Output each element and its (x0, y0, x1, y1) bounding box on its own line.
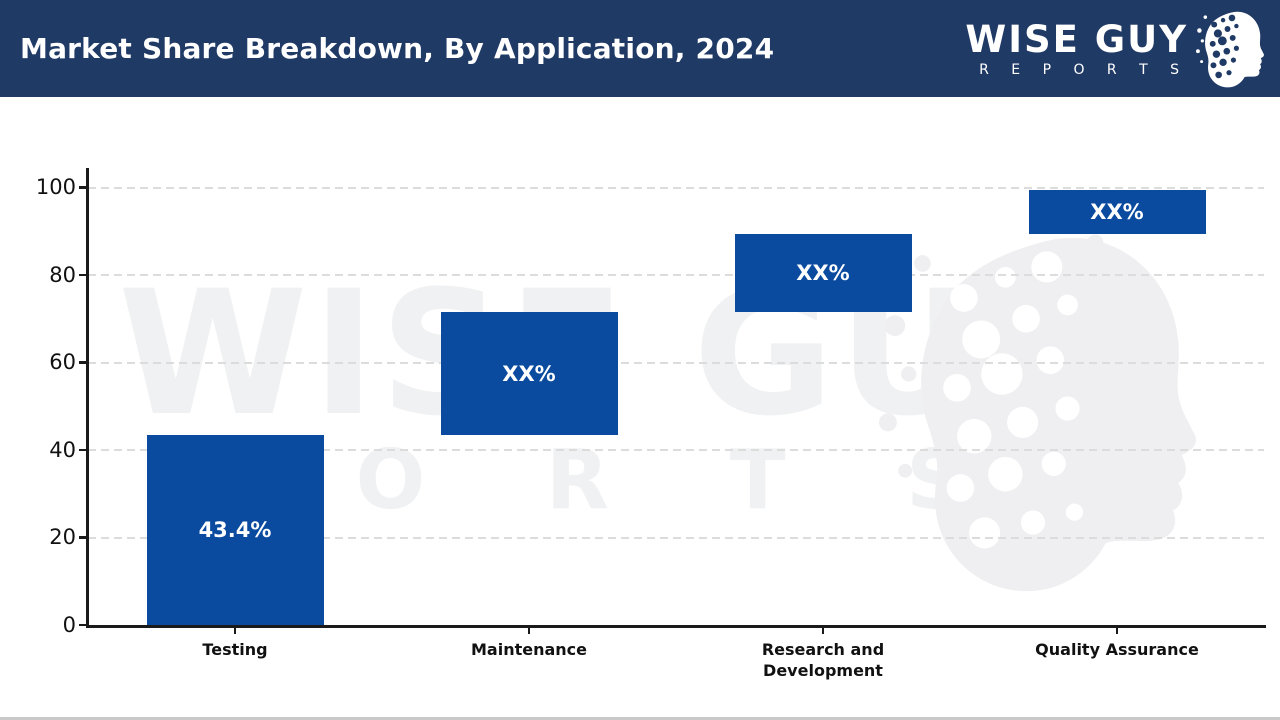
bar-value-label: XX% (1090, 199, 1144, 224)
x-tick-label: Quality Assurance (1035, 640, 1199, 659)
x-tick-mark (1115, 627, 1119, 634)
y-tick-label: 80 (49, 262, 76, 287)
bar-1: 43.4% (146, 435, 324, 625)
x-axis (86, 625, 1266, 628)
brand-logo: WISE GUY R E P O R T S (965, 6, 1266, 92)
y-tick-label: 100 (35, 175, 76, 200)
x-tick-mark (821, 627, 825, 634)
x-tick-label: Maintenance (470, 640, 587, 659)
x-tick-label: Testing (202, 640, 268, 659)
y-axis (86, 168, 89, 627)
y-tick-mark (79, 273, 86, 277)
gridline (88, 361, 1264, 364)
bar-value-label: XX% (502, 361, 556, 386)
bar-3: XX% (734, 233, 912, 313)
x-tick-mark (233, 627, 237, 634)
logo-wordmark: WISE GUY (965, 17, 1188, 61)
y-tick-label: 0 (62, 612, 76, 637)
logo-text: WISE GUY R E P O R T S (965, 21, 1188, 77)
gridline (88, 536, 1264, 539)
wiseguy-head-icon (1195, 11, 1264, 87)
x-tick-label: Research and Development (761, 640, 885, 680)
y-tick-mark (79, 623, 86, 627)
y-tick-mark (79, 536, 86, 539)
x-tick-mark (527, 627, 531, 634)
logo-subtitle: R E P O R T S (979, 61, 1188, 78)
bar-value-label: XX% (796, 260, 850, 285)
y-tick-label: 60 (49, 350, 76, 375)
y-tick-label: 20 (49, 525, 76, 550)
y-tick-mark (79, 186, 86, 189)
gridline (88, 186, 1264, 189)
bar-4: XX% (1028, 189, 1206, 234)
y-tick-label: 40 (49, 437, 76, 462)
gridline (88, 274, 1264, 277)
gridline (88, 449, 1264, 452)
y-tick-mark (79, 361, 86, 364)
bar-value-label: 43.4% (198, 518, 272, 543)
bar-2: XX% (440, 312, 618, 436)
header: Market Share Breakdown, By Application, … (0, 0, 1280, 97)
page-title: Market Share Breakdown, By Application, … (20, 32, 775, 65)
y-tick-mark (79, 448, 86, 452)
